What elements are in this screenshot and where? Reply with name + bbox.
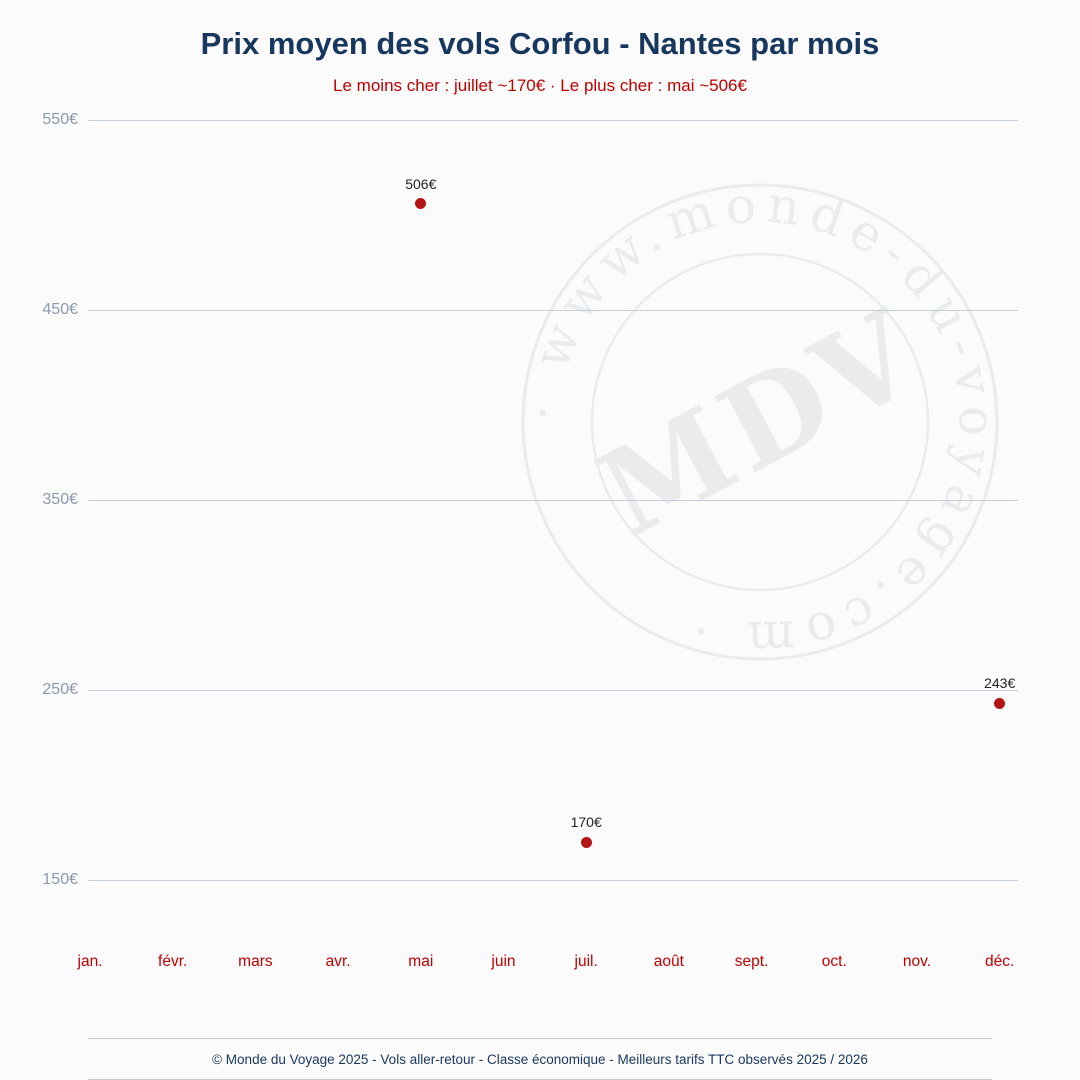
x-axis-month-label: juin — [491, 953, 516, 970]
x-axis-month-label: mars — [238, 953, 273, 970]
data-point-déc[interactable] — [994, 697, 1006, 709]
gridline-250 — [88, 689, 1018, 691]
data-point-value-label: 506€ — [405, 175, 437, 192]
svg-text:· www.monde-du-voyage.com ·: · www.monde-du-voyage.com · — [514, 175, 1007, 669]
site-watermark-stamp: · www.monde-du-voyage.com · MDV — [514, 175, 1007, 669]
x-axis-month-label: juil. — [574, 953, 598, 970]
x-axis-month-label: mai — [408, 953, 434, 970]
data-point-juil[interactable] — [580, 836, 592, 848]
watermark-center-text: MDV — [577, 281, 943, 564]
y-axis-tick-label: 550€ — [42, 111, 78, 128]
y-axis-tick-label: 250€ — [42, 681, 78, 698]
x-axis-month-label: févr. — [158, 953, 188, 970]
x-axis-month-label: sept. — [734, 953, 769, 970]
gridline-550 — [88, 119, 1018, 121]
watermark-ring-text: · www.monde-du-voyage.com · — [514, 175, 998, 669]
data-point-value-label: 243€ — [984, 675, 1016, 692]
chart-title: Prix moyen des vols Corfou - Nantes par … — [200, 26, 880, 61]
data-point-mai[interactable] — [415, 198, 427, 210]
watermark-outer-circle — [521, 183, 999, 661]
y-axis-tick-label: 350€ — [42, 491, 78, 508]
chart-subtitle: Le moins cher : juillet ~170€ · Le plus … — [333, 76, 747, 95]
gridline-350 — [88, 499, 1018, 501]
gridline-450 — [88, 309, 1018, 311]
watermark-inner-circle — [590, 252, 930, 592]
data-point-value-label: 170€ — [570, 814, 602, 830]
x-axis-month-label: avr. — [325, 953, 351, 970]
y-axis-tick-label: 450€ — [42, 301, 78, 318]
y-axis-tick-label: 150€ — [42, 871, 78, 888]
gridline-150 — [88, 879, 1018, 881]
x-axis-month-label: jan. — [77, 953, 103, 970]
x-axis-month-label: août — [653, 953, 684, 970]
x-axis-month-label: nov. — [902, 953, 932, 970]
x-axis-month-label: oct. — [821, 953, 847, 970]
footer-text: © Monde du Voyage 2025 - Vols aller-reto… — [212, 1051, 868, 1067]
x-axis-month-label: déc. — [985, 953, 1015, 970]
footer-bar: © Monde du Voyage 2025 - Vols aller-reto… — [88, 1038, 992, 1080]
